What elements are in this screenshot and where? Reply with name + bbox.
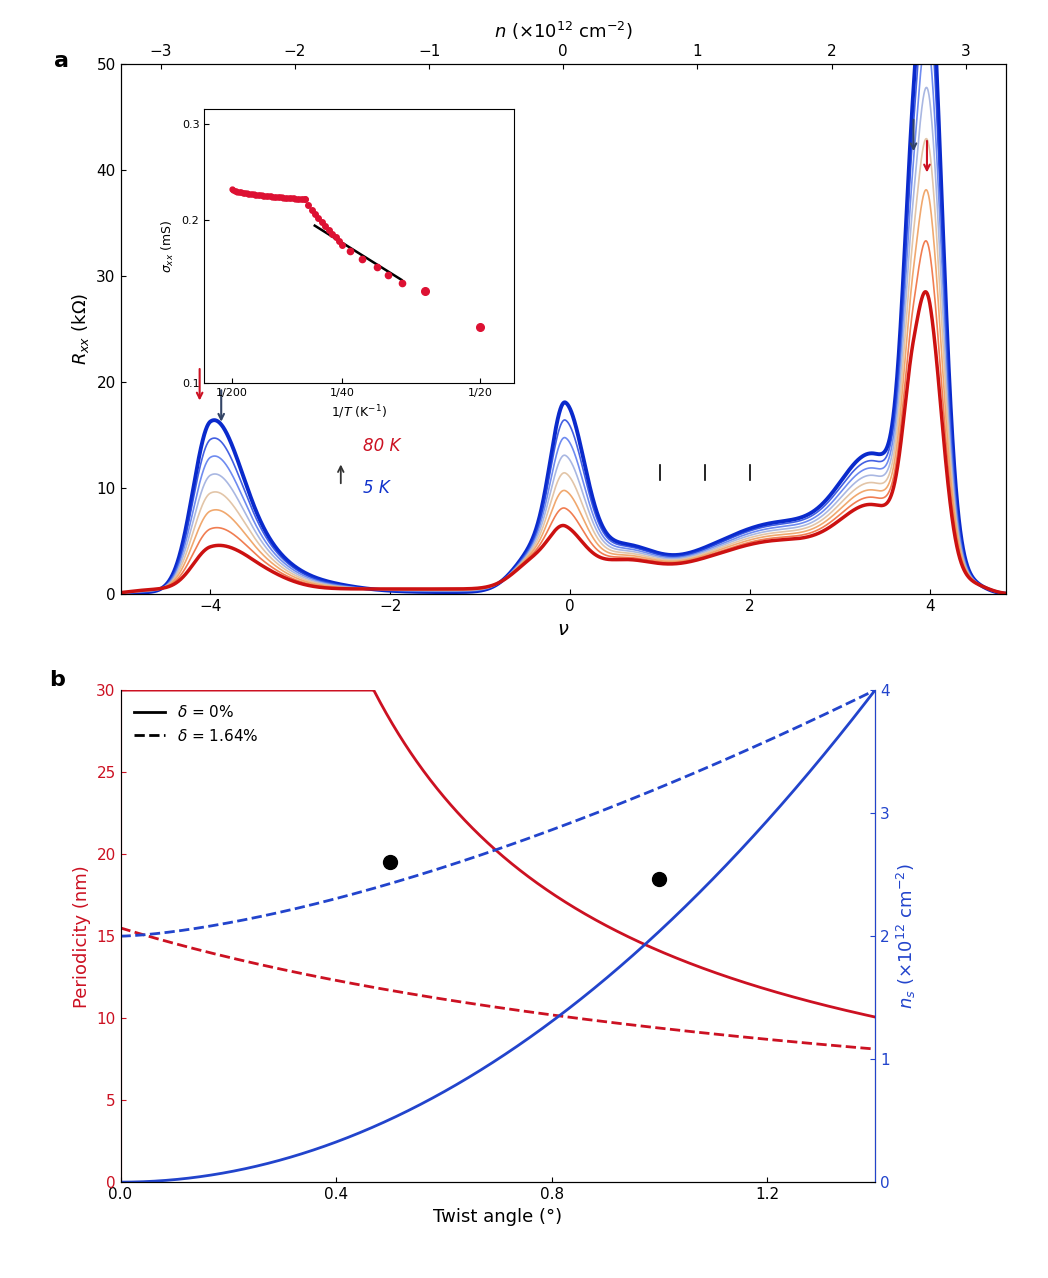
X-axis label: Twist angle (°): Twist angle (°) [433, 1208, 563, 1226]
Y-axis label: $n_s$ ($\times$10$^{12}$ cm$^{-2}$): $n_s$ ($\times$10$^{12}$ cm$^{-2}$) [895, 863, 918, 1010]
X-axis label: $1/T$ (K$^{-1}$): $1/T$ (K$^{-1}$) [331, 404, 387, 422]
Legend: $\delta$ = 0%, $\delta$ = 1.64%: $\delta$ = 0%, $\delta$ = 1.64% [128, 698, 265, 750]
X-axis label: $\nu$: $\nu$ [558, 620, 569, 639]
X-axis label: $n$ ($\times$10$^{12}$ cm$^{-2}$): $n$ ($\times$10$^{12}$ cm$^{-2}$) [494, 20, 633, 42]
Y-axis label: $R_{xx}$ (k$\Omega$): $R_{xx}$ (k$\Omega$) [70, 293, 91, 366]
Text: 80 K: 80 K [364, 437, 400, 455]
Y-axis label: $\sigma_{xx}$ (mS): $\sigma_{xx}$ (mS) [160, 220, 176, 272]
Text: a: a [54, 51, 69, 70]
Y-axis label: Periodicity (nm): Periodicity (nm) [72, 865, 91, 1007]
Text: 5 K: 5 K [364, 479, 390, 497]
Text: b: b [49, 671, 65, 690]
